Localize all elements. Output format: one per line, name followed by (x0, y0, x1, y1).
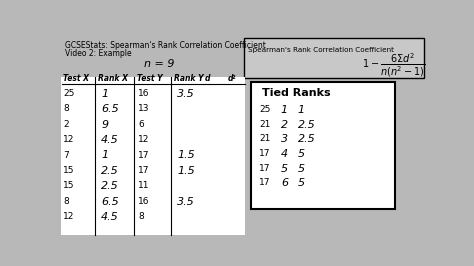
Text: 17: 17 (259, 178, 271, 187)
Text: 2.5: 2.5 (298, 120, 316, 130)
Text: 9: 9 (101, 120, 108, 130)
Text: 5: 5 (298, 164, 305, 174)
Bar (251, 82, 395, 209)
Text: 17: 17 (138, 166, 150, 175)
Text: 8: 8 (63, 197, 69, 206)
Text: 5: 5 (281, 164, 288, 174)
Text: 25: 25 (63, 89, 74, 98)
Text: 4: 4 (281, 149, 288, 159)
Text: 16: 16 (138, 197, 150, 206)
Text: 21: 21 (259, 120, 271, 129)
Text: 2.5: 2.5 (101, 181, 119, 191)
Text: 1.5: 1.5 (177, 166, 195, 176)
Text: Rank X: Rank X (98, 74, 128, 83)
Text: 4.5: 4.5 (101, 135, 119, 145)
Text: Test X: Test X (63, 74, 89, 83)
Text: 25: 25 (259, 105, 271, 114)
Text: 2.5: 2.5 (298, 134, 316, 144)
Text: Tied Ranks: Tied Ranks (262, 88, 331, 98)
Text: 17: 17 (259, 164, 271, 173)
Text: 1: 1 (101, 89, 108, 99)
Text: $1-\dfrac{6\Sigma d^2}{n(n^2-1)}$: $1-\dfrac{6\Sigma d^2}{n(n^2-1)}$ (362, 51, 425, 79)
Text: 6: 6 (138, 120, 144, 129)
Text: 7: 7 (63, 151, 69, 160)
Text: 17: 17 (259, 149, 271, 158)
Text: 15: 15 (63, 166, 74, 175)
Text: Test Y: Test Y (137, 74, 163, 83)
Text: 1: 1 (281, 105, 288, 115)
Text: 6: 6 (281, 178, 288, 188)
Bar (244, 38, 423, 78)
Text: GCSEStats: Spearman's Rank Correlation Coefficient: GCSEStats: Spearman's Rank Correlation C… (65, 41, 266, 50)
Text: 12: 12 (63, 212, 74, 221)
Text: 21: 21 (259, 134, 271, 143)
Text: 8: 8 (138, 212, 144, 221)
Text: 1.5: 1.5 (177, 151, 195, 160)
Text: 3.5: 3.5 (177, 89, 195, 99)
Text: 3.5: 3.5 (177, 197, 195, 207)
Text: 1: 1 (101, 151, 108, 160)
Text: 3: 3 (281, 134, 288, 144)
Text: Video 2: Example: Video 2: Example (65, 49, 132, 58)
Text: 6.5: 6.5 (101, 104, 119, 114)
Text: 17: 17 (138, 151, 150, 160)
Text: 4.5: 4.5 (101, 212, 119, 222)
Text: 11: 11 (138, 181, 150, 190)
Text: 2: 2 (232, 75, 236, 80)
Text: 15: 15 (63, 181, 74, 190)
Text: 1: 1 (298, 105, 305, 115)
Text: 5: 5 (298, 178, 305, 188)
Text: 13: 13 (138, 104, 150, 113)
Text: 12: 12 (138, 135, 150, 144)
Text: 2.5: 2.5 (101, 166, 119, 176)
Text: 16: 16 (138, 89, 150, 98)
Text: Rank Y: Rank Y (174, 74, 203, 83)
Text: 12: 12 (63, 135, 74, 144)
Text: 8: 8 (63, 104, 69, 113)
Text: Spearman's Rank Correlation Coefficient: Spearman's Rank Correlation Coefficient (248, 47, 394, 53)
Bar (61, 77, 245, 235)
Text: d: d (205, 74, 210, 83)
Text: 2: 2 (63, 120, 69, 129)
Text: d: d (228, 74, 233, 83)
Text: 2: 2 (281, 120, 288, 130)
Text: 5: 5 (298, 149, 305, 159)
Text: 6.5: 6.5 (101, 197, 119, 207)
Text: n = 9: n = 9 (145, 59, 175, 69)
